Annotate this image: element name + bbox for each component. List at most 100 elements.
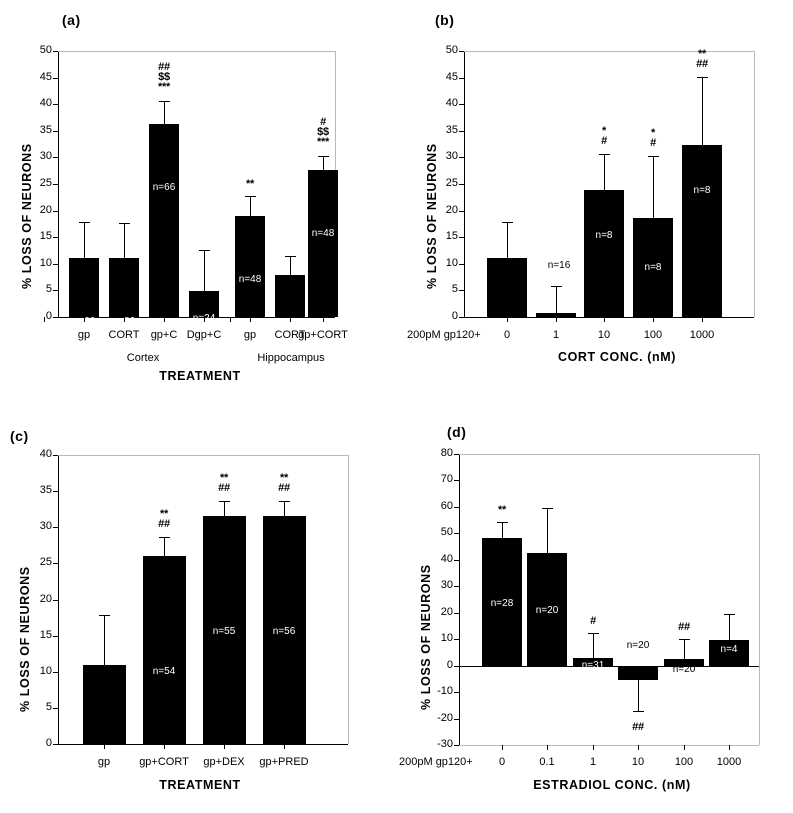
plot-frame-bottom (459, 745, 759, 746)
y-tick-label: 20 (39, 203, 52, 216)
bar-n-label: n=4 (720, 643, 738, 655)
plot-frame-top (464, 51, 754, 52)
y-tick-mark (53, 184, 58, 185)
y-tick-label: 30 (39, 150, 52, 163)
y-tick-mark (459, 51, 464, 52)
y-tick-mark (53, 104, 58, 106)
error-bar-cap (79, 222, 90, 224)
y-tick-label: 0 (451, 310, 458, 322)
error-bar-cap (502, 222, 513, 224)
x-tick-mark (502, 745, 503, 750)
y-tick-label: 5 (451, 283, 458, 296)
y-tick-mark (459, 237, 464, 239)
y-tick-label: 5 (45, 700, 52, 713)
bar (69, 257, 99, 317)
bar (664, 659, 704, 666)
plot-frame-top (58, 51, 335, 52)
x-tick-mark (729, 745, 730, 750)
y-tick-mark (53, 77, 58, 79)
x-axis-line (464, 317, 754, 318)
y-tick-label: 40 (39, 448, 52, 460)
bar-n-label: n=20 (535, 605, 559, 617)
bar-n-label: n=16 (547, 260, 571, 271)
bar-n-label: n=28 (490, 597, 514, 609)
y-tick-label: 15 (39, 230, 52, 243)
y-tick-label: 15 (39, 628, 52, 641)
significance-marker: * # (650, 126, 656, 149)
error-bar-line (164, 101, 165, 124)
y-tick-label: 50 (445, 44, 458, 56)
y-tick-label: 10 (445, 256, 458, 269)
error-bar-cap (99, 615, 110, 617)
x-tick-mark (638, 745, 639, 750)
error-bar-cap (159, 101, 170, 102)
x-axis-line (459, 665, 759, 667)
bar (149, 123, 179, 317)
plot-frame-right (348, 455, 349, 744)
error-bar-line (729, 613, 730, 640)
y-axis-line (58, 455, 59, 745)
bar (142, 556, 186, 744)
error-bar-line (323, 156, 324, 170)
y-tick-mark (454, 612, 459, 614)
bar (482, 537, 522, 666)
bar (633, 217, 673, 317)
bar-n-label: n=8 (644, 261, 662, 273)
y-tick-mark (459, 104, 464, 106)
y-tick-mark (459, 317, 464, 318)
bar (573, 657, 613, 666)
bar (682, 144, 722, 317)
y-tick-label: 10 (440, 632, 453, 645)
x-axis-prefix-label: 200pM gp120+ (407, 329, 481, 341)
error-bar-line (224, 501, 225, 517)
bar (275, 274, 305, 317)
error-bar-line (507, 222, 508, 258)
x-tick-label: CORT (108, 329, 140, 341)
y-tick-mark (454, 559, 459, 561)
x-tick-label: 1000 (716, 756, 742, 768)
y-tick-label: 30 (440, 579, 453, 592)
x-tick-label: gp (77, 329, 91, 341)
x-tick-mark (604, 317, 605, 322)
error-bar-line (502, 521, 503, 538)
y-tick-label: 20 (440, 605, 453, 618)
bar-n-label: n=56 (272, 625, 296, 637)
error-bar-cap (119, 222, 130, 224)
y-tick-label: 35 (445, 123, 458, 136)
y-tick-mark (53, 263, 58, 265)
x-tick-mark (164, 317, 165, 322)
plot-frame-top (58, 455, 348, 456)
x-tick-mark (547, 745, 548, 750)
panel-c-letter: (c) (10, 428, 29, 444)
error-bar-cap (551, 286, 562, 288)
bar (82, 664, 126, 744)
y-tick-label: 25 (39, 177, 52, 189)
significance-marker: ** ## (218, 472, 230, 495)
x-tick-label: Dgp+C (186, 329, 222, 341)
bar (527, 553, 567, 666)
x-tick-mark (204, 317, 205, 322)
error-bar-line (684, 638, 685, 659)
y-tick-mark (53, 563, 58, 565)
panel-b-letter: (b) (435, 12, 455, 28)
y-tick-mark (454, 665, 459, 667)
x-axis-line (58, 744, 348, 745)
x-tick-label: gp+CORT (298, 329, 348, 341)
bar (584, 189, 624, 317)
y-tick-label: 15 (445, 230, 458, 243)
bar (235, 216, 265, 317)
error-bar-cap (599, 154, 610, 156)
x-tick-mark (250, 317, 251, 322)
x-tick-mark (323, 317, 324, 322)
bar-n-label: n=60 (495, 319, 519, 331)
significance-marker: ** ## (696, 47, 708, 70)
bar-n-label: n=48 (238, 274, 262, 286)
y-tick-mark (454, 745, 459, 746)
bar-n-label: n=31 (581, 659, 605, 671)
y-axis-title: % LOSS OF NEURONS (20, 143, 34, 289)
y-tick-mark (459, 210, 464, 212)
error-bar-line (290, 255, 291, 275)
y-tick-mark (53, 237, 58, 239)
x-tick-mark (124, 317, 125, 322)
x-tick-label: gp (243, 329, 257, 341)
